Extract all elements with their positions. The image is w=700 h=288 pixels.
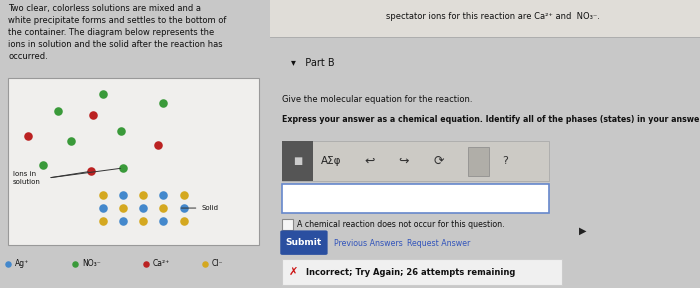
Point xyxy=(98,192,109,197)
Text: ⟳: ⟳ xyxy=(433,155,444,168)
Point xyxy=(158,219,169,224)
Text: Incorrect; Try Again; 26 attempts remaining: Incorrect; Try Again; 26 attempts remain… xyxy=(306,268,515,277)
Point xyxy=(38,162,49,167)
Point xyxy=(3,261,14,266)
FancyBboxPatch shape xyxy=(468,147,489,176)
Point xyxy=(118,206,129,210)
Text: Request Answer: Request Answer xyxy=(407,239,470,248)
Point xyxy=(178,192,189,197)
Point xyxy=(158,206,169,210)
Text: ▾   Part B: ▾ Part B xyxy=(291,58,335,68)
Point xyxy=(118,192,129,197)
Text: ↩: ↩ xyxy=(364,155,374,168)
Point xyxy=(98,219,109,224)
Point xyxy=(140,261,151,266)
Text: Ag⁺: Ag⁺ xyxy=(15,259,29,268)
Point xyxy=(118,166,129,170)
Text: Previous Answers: Previous Answers xyxy=(334,239,402,248)
Point xyxy=(98,206,109,210)
Text: ?: ? xyxy=(502,156,508,166)
Text: Give the molecular equation for the reaction.: Give the molecular equation for the reac… xyxy=(282,95,473,104)
Point xyxy=(158,192,169,197)
Point xyxy=(138,206,149,210)
Point xyxy=(70,261,81,266)
Point xyxy=(98,92,109,97)
Text: ↪: ↪ xyxy=(399,155,409,168)
Text: Express your answer as a chemical equation. Identify all of the phases (states) : Express your answer as a chemical equati… xyxy=(282,115,700,124)
FancyBboxPatch shape xyxy=(282,141,550,181)
Point xyxy=(158,101,169,105)
Text: Submit: Submit xyxy=(286,238,322,247)
Text: AΣφ: AΣφ xyxy=(321,156,342,166)
Point xyxy=(116,129,127,134)
Text: spectator ions for this reaction are Ca²⁺ and  NO₃⁻.: spectator ions for this reaction are Ca²… xyxy=(386,12,600,20)
Text: ✗: ✗ xyxy=(288,267,298,277)
Text: ■: ■ xyxy=(293,156,302,166)
Text: A chemical reaction does not occur for this question.: A chemical reaction does not occur for t… xyxy=(297,220,504,229)
FancyBboxPatch shape xyxy=(270,0,700,37)
Point xyxy=(153,142,164,147)
FancyBboxPatch shape xyxy=(282,219,293,230)
Point xyxy=(118,219,129,224)
Point xyxy=(88,112,99,117)
Point xyxy=(178,206,189,210)
Point xyxy=(178,219,189,224)
Text: Two clear, colorless solutions are mixed and a
white precipitate forms and settl: Two clear, colorless solutions are mixed… xyxy=(8,4,227,60)
FancyBboxPatch shape xyxy=(282,259,562,285)
Text: Ions in
solution: Ions in solution xyxy=(13,171,41,185)
FancyBboxPatch shape xyxy=(282,184,550,213)
Point xyxy=(138,192,149,197)
Text: Cl⁻: Cl⁻ xyxy=(211,259,223,268)
Point xyxy=(138,219,149,224)
FancyBboxPatch shape xyxy=(8,78,259,245)
FancyBboxPatch shape xyxy=(280,230,328,255)
Text: Ca²⁺: Ca²⁺ xyxy=(153,259,169,268)
FancyBboxPatch shape xyxy=(282,141,312,181)
Point xyxy=(22,134,34,139)
Point xyxy=(65,139,76,143)
Point xyxy=(199,261,211,266)
Text: NO₃⁻: NO₃⁻ xyxy=(82,259,101,268)
Text: ▶: ▶ xyxy=(580,226,587,235)
Text: Solid: Solid xyxy=(201,205,218,211)
Point xyxy=(52,109,64,113)
Point xyxy=(85,169,97,174)
